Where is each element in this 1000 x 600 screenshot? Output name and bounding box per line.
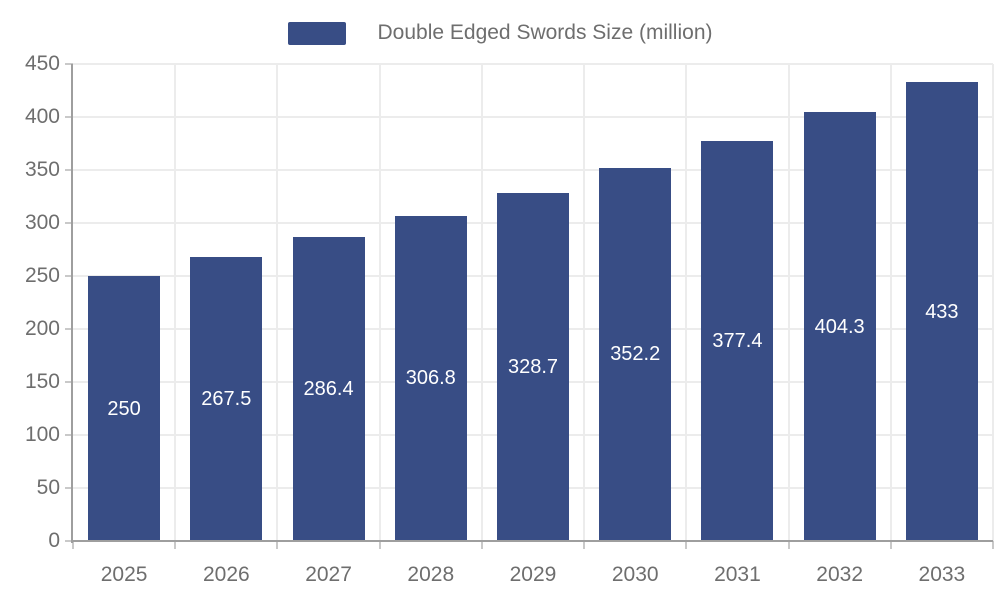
bar[interactable] (701, 140, 774, 541)
y-tick-label: 100 (24, 423, 60, 446)
y-tick-label: 350 (24, 158, 60, 181)
y-axis-tick (65, 63, 73, 65)
y-tick-label: 50 (36, 476, 60, 499)
x-tick-label: 2032 (816, 563, 864, 586)
x-tick-label: 2029 (509, 563, 557, 586)
y-tick-label: 400 (24, 105, 60, 128)
y-gridline (73, 116, 993, 118)
y-gridline (73, 63, 993, 65)
x-axis-tick (889, 541, 892, 549)
x-axis-tick (685, 541, 688, 549)
y-tick-label: 0 (48, 529, 60, 552)
legend[interactable]: Double Edged Swords Size (million) (0, 20, 1000, 46)
x-gridline (378, 64, 381, 541)
x-tick-label: 2031 (714, 563, 761, 586)
y-tick-label: 200 (24, 317, 60, 340)
x-axis-tick (787, 541, 790, 549)
y-axis-tick (65, 381, 73, 383)
y-tick-label: 450 (24, 52, 60, 75)
x-gridline (480, 64, 483, 541)
x-gridline (889, 64, 892, 541)
bar[interactable] (905, 82, 978, 541)
y-axis-tick (65, 328, 73, 330)
bar[interactable] (599, 167, 672, 541)
x-axis-tick (378, 541, 381, 549)
x-tick-label: 2025 (100, 563, 148, 586)
x-tick-label: 2028 (407, 563, 455, 586)
y-axis-tick (65, 222, 73, 224)
bar[interactable] (394, 215, 467, 541)
bar[interactable] (190, 257, 263, 541)
y-axis-line (71, 64, 73, 543)
y-axis-tick (65, 487, 73, 489)
x-axis-tick (72, 541, 74, 549)
x-tick-label: 2026 (202, 563, 250, 586)
x-tick-label: 2027 (305, 563, 352, 586)
x-gridline (174, 64, 177, 541)
x-gridline (787, 64, 790, 541)
y-gridline (73, 169, 993, 171)
x-tick-label: 2030 (611, 563, 659, 586)
y-tick-label: 150 (24, 370, 60, 393)
x-gridline (992, 64, 994, 541)
x-axis-tick (174, 541, 177, 549)
x-axis-tick (583, 541, 586, 549)
y-axis-tick (65, 169, 73, 171)
bar[interactable] (803, 112, 876, 541)
legend-label: Double Edged Swords Size (million) (377, 21, 713, 44)
legend-swatch (287, 21, 346, 45)
x-axis-tick (276, 541, 279, 549)
x-gridline (276, 64, 279, 541)
bar[interactable] (497, 192, 569, 541)
x-axis-line (71, 540, 993, 542)
x-axis-tick (480, 541, 483, 549)
y-tick-label: 250 (24, 264, 60, 287)
y-tick-label: 300 (24, 211, 60, 234)
bar[interactable] (88, 276, 161, 541)
y-axis-tick (65, 434, 73, 436)
x-gridline (583, 64, 586, 541)
x-axis-tick (992, 541, 994, 549)
bar[interactable] (292, 237, 365, 541)
y-axis-tick (65, 540, 73, 542)
y-axis-tick (65, 116, 73, 118)
x-tick-label: 2033 (918, 563, 966, 586)
x-gridline (685, 64, 688, 541)
y-axis-tick (65, 275, 73, 277)
